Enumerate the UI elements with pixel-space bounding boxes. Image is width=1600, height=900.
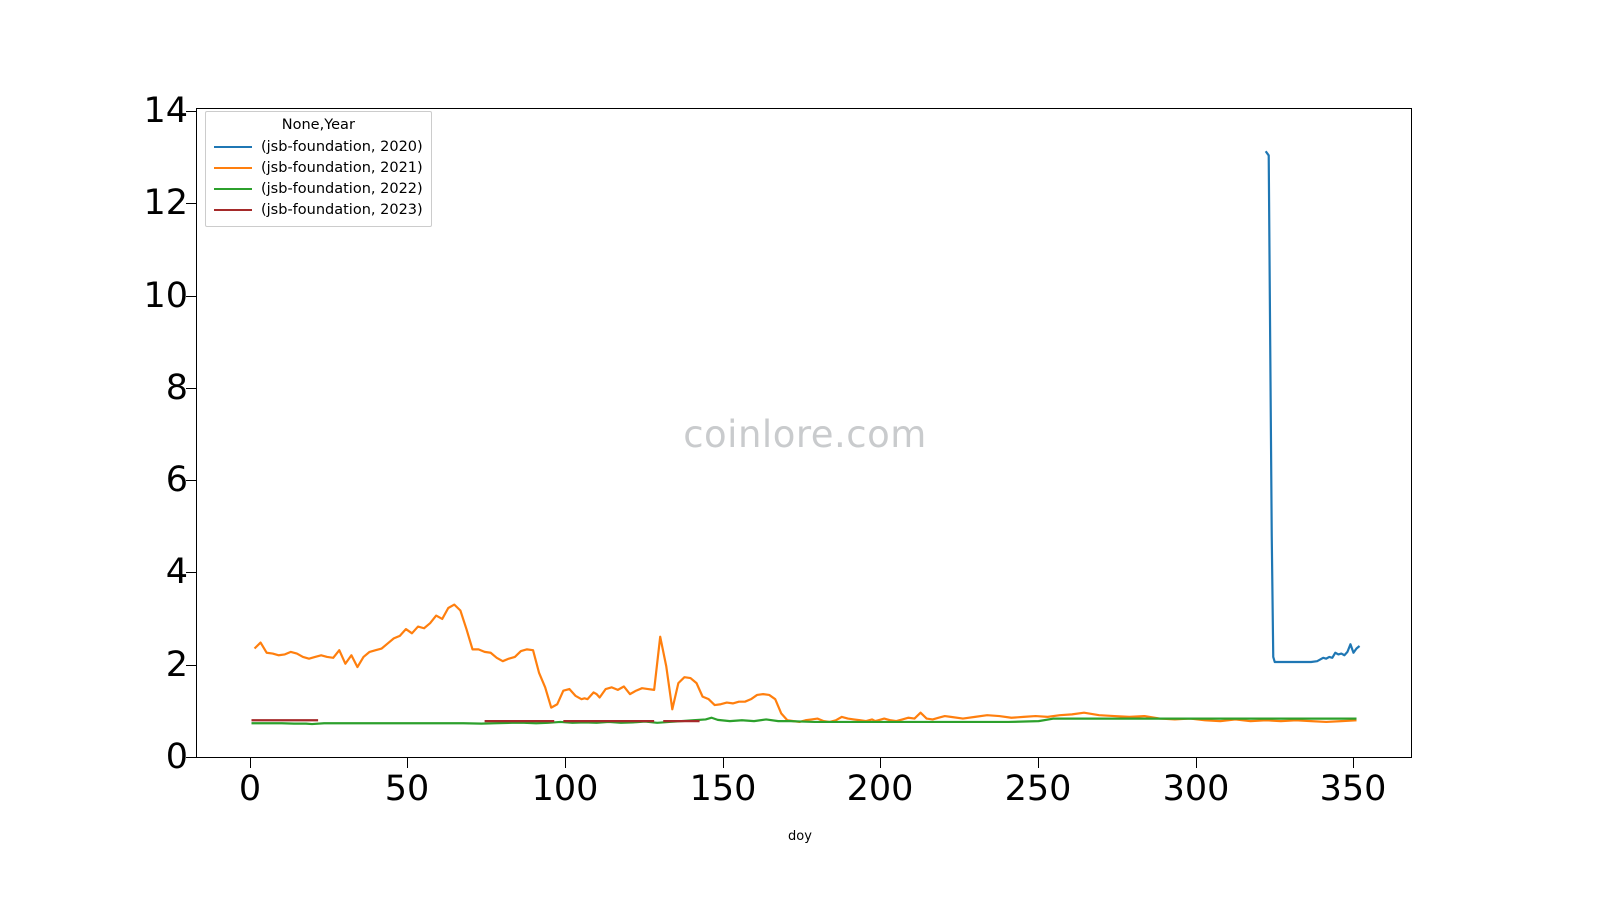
xtick-label-150: 150 xyxy=(689,769,757,809)
legend-swatch-2022 xyxy=(214,187,252,190)
xtick-mark-50 xyxy=(407,758,408,768)
legend-swatch-2023 xyxy=(214,208,252,211)
legend-swatch-2020 xyxy=(214,145,252,148)
legend-label-2023: (jsb-foundation, 2023) xyxy=(261,201,423,218)
series-line-2022 xyxy=(251,718,1356,724)
series-canvas xyxy=(197,109,1411,757)
series-line-2020 xyxy=(1266,151,1360,662)
legend-item-2021[interactable]: (jsb-foundation, 2021) xyxy=(214,157,423,178)
ytick-mark-14 xyxy=(186,111,196,112)
xtick-label-50: 50 xyxy=(384,769,430,809)
legend-item-2020[interactable]: (jsb-foundation, 2020) xyxy=(214,136,423,157)
xtick-label-350: 350 xyxy=(1319,769,1387,809)
xtick-mark-350 xyxy=(1353,758,1354,768)
ytick-label-8: 8 xyxy=(165,368,188,408)
series-line-2021 xyxy=(255,605,1357,722)
xtick-label-100: 100 xyxy=(531,769,599,809)
xtick-mark-250 xyxy=(1038,758,1039,768)
xtick-label-0: 0 xyxy=(238,769,262,809)
x-axis-label: doy xyxy=(788,829,812,844)
legend-label-2022: (jsb-foundation, 2022) xyxy=(261,180,423,197)
legend-item-2023[interactable]: (jsb-foundation, 2023) xyxy=(214,199,423,220)
ytick-mark-4 xyxy=(186,572,196,573)
legend-label-2020: (jsb-foundation, 2020) xyxy=(261,138,423,155)
xtick-label-200: 200 xyxy=(846,769,914,809)
legend-item-2022[interactable]: (jsb-foundation, 2022) xyxy=(214,178,423,199)
legend-label-2021: (jsb-foundation, 2021) xyxy=(261,159,423,176)
xtick-mark-300 xyxy=(1196,758,1197,768)
legend-title: None,Year xyxy=(281,117,355,133)
ytick-mark-0 xyxy=(186,757,196,758)
xtick-label-250: 250 xyxy=(1004,769,1072,809)
ytick-label-12: 12 xyxy=(143,183,188,223)
xtick-mark-0 xyxy=(250,758,251,768)
ytick-mark-8 xyxy=(186,388,196,389)
xtick-mark-150 xyxy=(723,758,724,768)
xtick-mark-100 xyxy=(565,758,566,768)
xtick-mark-200 xyxy=(880,758,881,768)
ytick-label-2: 2 xyxy=(165,645,188,685)
ytick-label-10: 10 xyxy=(143,276,188,316)
xtick-label-300: 300 xyxy=(1162,769,1230,809)
legend-swatch-2021 xyxy=(214,166,252,169)
ytick-label-14: 14 xyxy=(143,91,188,131)
ytick-mark-12 xyxy=(186,203,196,204)
ytick-mark-2 xyxy=(186,665,196,666)
ytick-mark-10 xyxy=(186,296,196,297)
ytick-mark-6 xyxy=(186,480,196,481)
ytick-label-6: 6 xyxy=(165,460,188,500)
legend: None,Year (jsb-foundation, 2020) (jsb-fo… xyxy=(205,111,432,227)
ytick-label-4: 4 xyxy=(165,552,188,592)
ytick-label-0: 0 xyxy=(165,737,188,777)
